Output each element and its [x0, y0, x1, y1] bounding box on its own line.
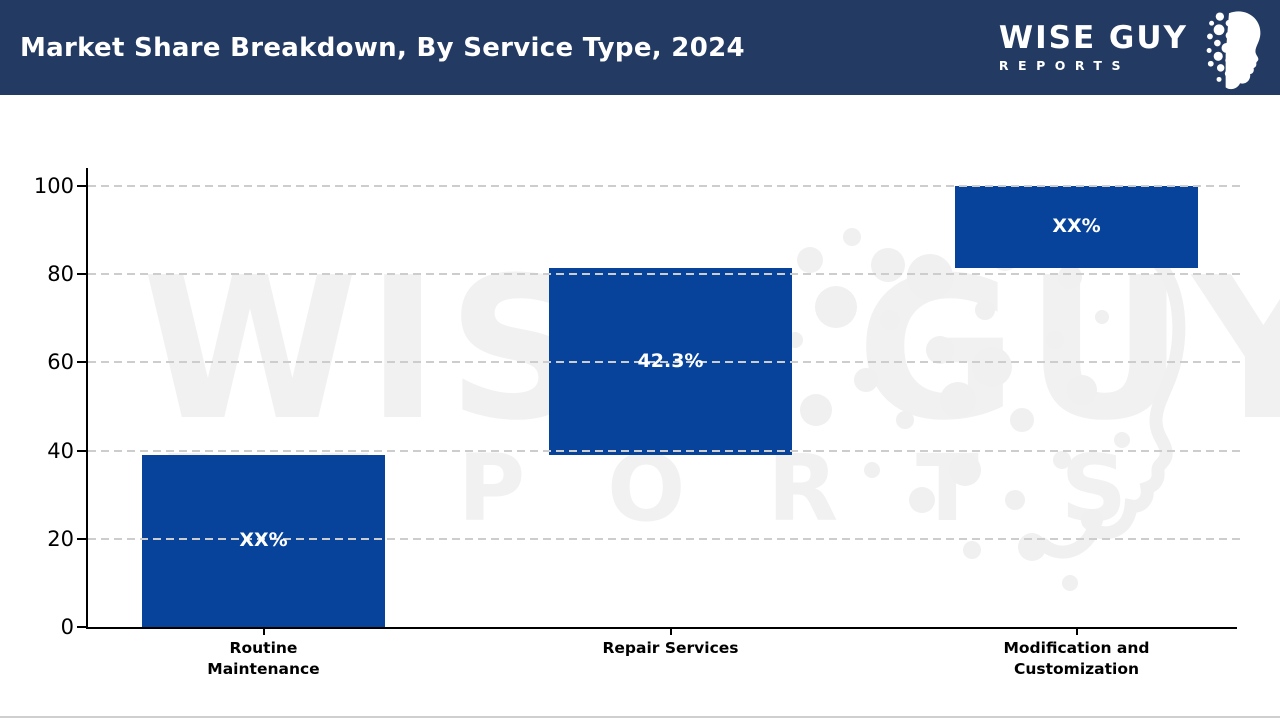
gridline-80 — [88, 273, 1240, 276]
header-bar: Market Share Breakdown, By Service Type,… — [0, 0, 1280, 95]
logo-text: WISE GUY REPORTS — [998, 19, 1188, 73]
gridline-20 — [88, 537, 1240, 540]
logo-subtitle: REPORTS — [998, 57, 1130, 73]
y-tick-100 — [77, 185, 86, 187]
y-tick-label-100: 100 — [33, 174, 74, 198]
x-tick-2 — [669, 627, 672, 635]
y-tick-60 — [77, 361, 86, 364]
chart-area: WISE GUY REPORTS 0 20 40 60 80 100 XX% 42.3% XX%… — [0, 95, 1280, 720]
y-axis-line — [86, 168, 88, 629]
category-label-2: Repair Services — [602, 639, 739, 657]
footer-divider — [0, 716, 1280, 718]
bar-1 — [142, 455, 385, 627]
y-tick-20 — [77, 537, 86, 540]
x-axis-line — [86, 627, 1237, 629]
gridline-60 — [88, 361, 1240, 364]
y-tick-label-60: 60 — [47, 350, 74, 375]
page-title: Market Share Breakdown, By Service Type,… — [20, 32, 745, 63]
y-tick-40 — [77, 449, 86, 452]
bar-value-label-2: 42.3% — [637, 349, 704, 372]
bar-value-label-1: XX% — [239, 529, 288, 551]
x-tick-1 — [262, 627, 265, 635]
y-tick-label-20: 20 — [47, 526, 74, 551]
gridline-40 — [88, 449, 1240, 452]
bar-value-label-3: XX% — [1052, 215, 1101, 238]
y-tick-label-40: 40 — [47, 438, 74, 463]
watermark-face-icon — [787, 228, 1186, 591]
y-tick-0 — [77, 626, 86, 628]
logo-face-icon — [1206, 10, 1261, 89]
x-tick-3 — [1075, 627, 1078, 635]
y-tick-label-80: 80 — [47, 262, 74, 287]
logo-wordmark: WISE GUY — [998, 19, 1188, 56]
category-label-3: Modification and Customization — [1003, 639, 1150, 678]
category-label-1: Routine Maintenance — [207, 639, 320, 678]
y-tick-label-0: 0 — [60, 615, 74, 639]
wise-guy-logo: WISE GUY REPORTS — [999, 5, 1280, 91]
gridline-100 — [88, 185, 1240, 187]
y-tick-80 — [77, 273, 86, 276]
